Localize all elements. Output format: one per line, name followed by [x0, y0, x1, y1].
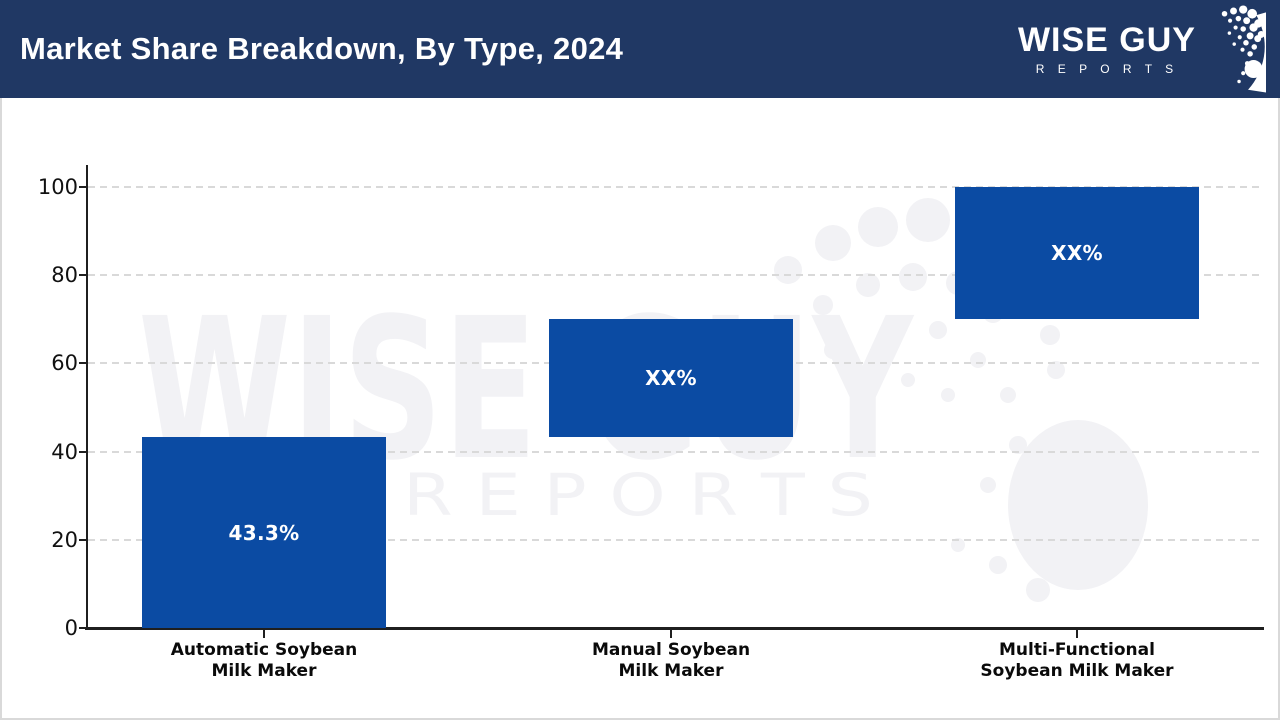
y-tick-label: 0 [64, 616, 78, 640]
gridline-100 [88, 186, 1262, 188]
gridline-20 [88, 538, 1262, 541]
bar-segment: 43.3% [142, 437, 386, 628]
bar-segment: XX% [549, 319, 793, 438]
bar-value-label: 43.3% [228, 520, 300, 545]
gridline-40 [88, 450, 1262, 453]
y-tick-mark [79, 186, 87, 188]
x-category-label: Automatic Soybean Milk Maker [170, 640, 358, 681]
bar-value-label: XX% [1051, 241, 1103, 266]
header-bar: Market Share Breakdown, By Type, 2024 WI… [0, 0, 1280, 98]
y-tick-mark [79, 362, 87, 365]
gridline-80 [88, 274, 1262, 277]
y-axis-line [86, 165, 88, 630]
y-tick-label: 60 [51, 351, 78, 376]
y-tick-mark [79, 450, 87, 453]
logo-subtext: R E P O R T S [1035, 61, 1179, 76]
wise-guy-logo: WISE GUY R E P O R T S [1018, 5, 1266, 93]
y-tick-label: 40 [51, 439, 78, 464]
y-tick-label: 20 [51, 527, 78, 552]
y-tick-mark [79, 627, 87, 629]
bar-segment: XX% [955, 187, 1199, 320]
logo-face-icon [1221, 5, 1266, 93]
x-category-label: Multi-Functional Soybean Milk Maker [980, 640, 1174, 681]
bar-value-label: XX% [645, 366, 697, 391]
x-axis-line [85, 627, 1264, 630]
frame-border-right [1278, 0, 1280, 720]
x-tick-mark [670, 630, 672, 638]
frame-border-left [0, 0, 2, 720]
y-tick-mark [79, 538, 87, 541]
x-tick-mark [263, 630, 265, 638]
logo-word: WISE GUY [1017, 20, 1196, 59]
frame-border-bottom [0, 718, 1280, 720]
chart-title: Market Share Breakdown, By Type, 2024 [20, 31, 624, 66]
y-tick-label: 80 [51, 263, 78, 288]
logo-wordmark: WISE GUY R E P O R T S [1018, 23, 1196, 76]
y-tick-label: 100 [37, 175, 78, 199]
x-category-label: Manual Soybean Milk Maker [591, 640, 751, 681]
x-tick-mark [1076, 630, 1078, 638]
y-tick-mark [79, 274, 87, 277]
